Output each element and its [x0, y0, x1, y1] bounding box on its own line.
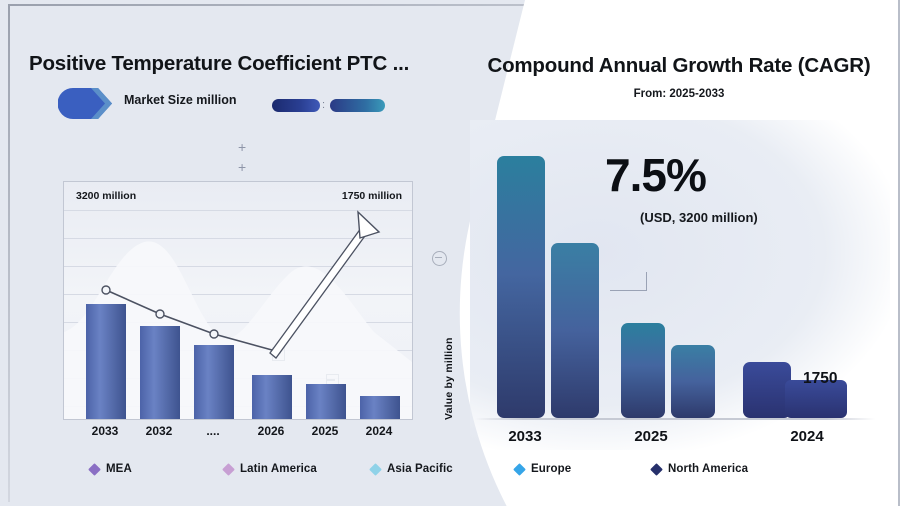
pill-separator: :	[322, 99, 326, 111]
legend-dot-icon	[222, 462, 235, 476]
legend-label: Europe	[531, 463, 572, 475]
hexagon-logo-icon	[57, 88, 120, 119]
legend-item-latin-america[interactable]: Latin America	[222, 462, 317, 476]
legend-label: MEA	[106, 463, 132, 475]
x-label-2: ....	[206, 424, 220, 438]
chart-note-right: 1750 million	[341, 190, 402, 202]
slide-frame-top	[8, 4, 888, 6]
plus-icon-1: +	[238, 139, 247, 155]
slide-frame-right	[898, 0, 900, 506]
legend-dot-icon	[369, 462, 382, 476]
legend-label: Latin America	[240, 463, 317, 475]
chart-legend: MEA Latin America Asia Pacific Europe No…	[0, 462, 900, 489]
right-x-label-2: 2024	[790, 428, 824, 445]
legend-dot-icon	[650, 462, 663, 476]
bar-value-label: 1750	[803, 370, 838, 387]
plus-icon-2: +	[238, 159, 247, 175]
x-label-3: 2026	[257, 424, 285, 438]
legend-label: Asia Pacific	[387, 463, 453, 475]
legend-item-mea[interactable]: MEA	[88, 462, 132, 476]
right-x-label-1: 2025	[634, 428, 668, 445]
left-chart-bars	[86, 210, 400, 419]
left-chart-plot: 3200 million 1750 million	[63, 181, 413, 420]
corner-bracket-marker	[610, 272, 647, 291]
minus-circle-icon	[432, 251, 447, 266]
left-panel: Positive Temperature Coefficient PTC ...…	[29, 52, 455, 444]
cagr-title: Compound Annual Growth Rate (CAGR)	[487, 54, 871, 77]
legend-dot-icon	[513, 462, 526, 476]
slide-frame-left	[8, 4, 10, 502]
legend-dot-icon	[88, 462, 101, 476]
cagr-value: 7.5%	[605, 149, 707, 201]
legend-item-europe[interactable]: Europe	[513, 462, 572, 476]
y-axis-label-right: Value by million	[443, 337, 455, 420]
legend-label: North America	[668, 463, 749, 475]
cagr-subtitle: From: 2025-2033	[633, 88, 725, 100]
legend-pill-secondary	[330, 99, 385, 112]
right-chart-bars	[497, 156, 847, 418]
right-x-label-0: 2033	[508, 428, 542, 445]
cagr-usd-note: (USD, 3200 million)	[640, 210, 758, 225]
chart-note-left: 3200 million	[76, 190, 137, 202]
x-label-0: 2033	[91, 424, 119, 438]
x-label-5: 2024	[365, 424, 393, 438]
x-label-4: 2025	[311, 424, 339, 438]
x-label-1: 2032	[145, 424, 173, 438]
right-panel: Compound Annual Growth Rate (CAGR) From:…	[455, 0, 900, 506]
page-title: Positive Temperature Coefficient PTC ...	[29, 52, 410, 75]
legend-item-asia-pacific[interactable]: Asia Pacific	[369, 462, 453, 476]
left-chart-x-axis: 2033 2032 .... 2026 2025 2024	[63, 424, 411, 444]
legend-item-north-america[interactable]: North America	[650, 462, 749, 476]
legend-pill-primary	[272, 99, 320, 112]
right-chart-baseline	[475, 418, 875, 420]
brand-label: Market Size million	[124, 93, 237, 107]
